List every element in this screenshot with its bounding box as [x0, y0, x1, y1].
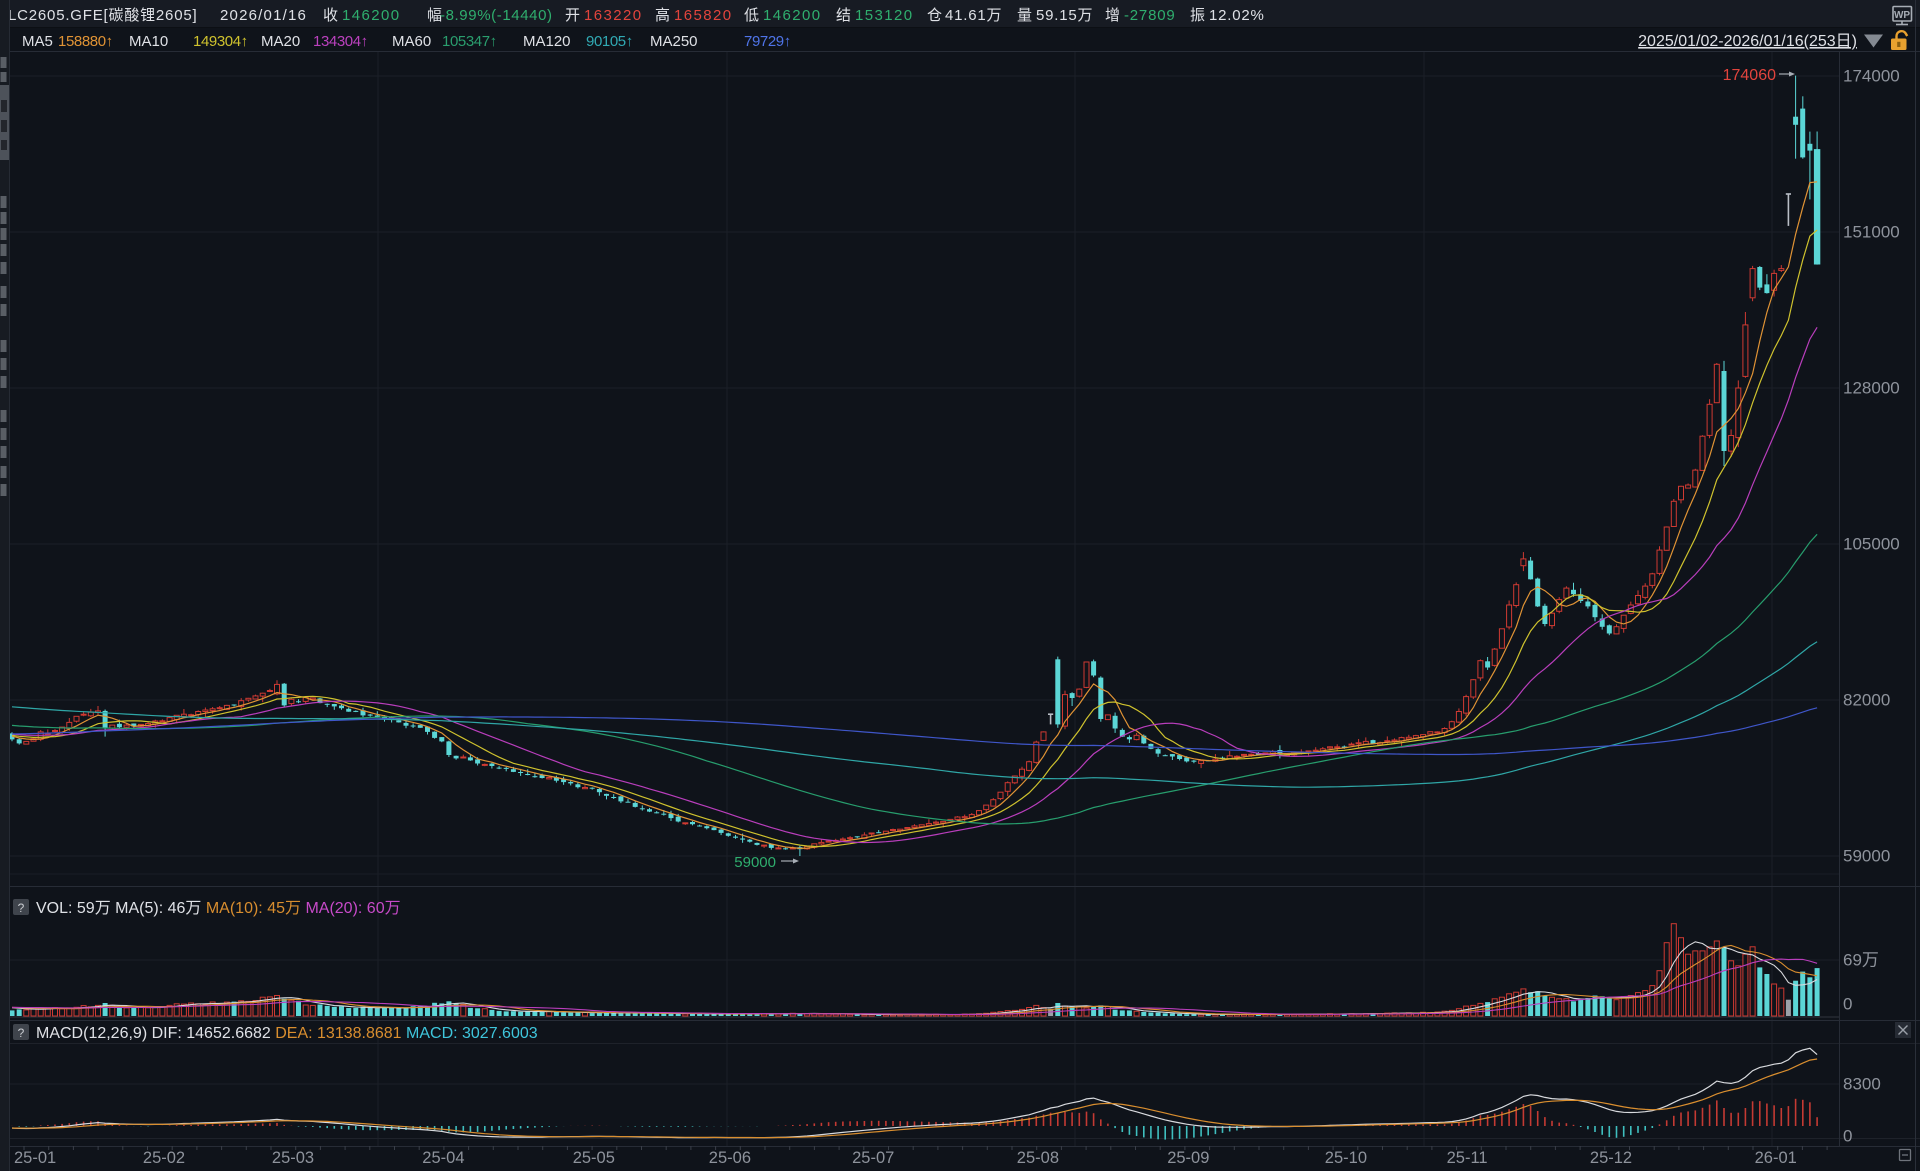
svg-text:量: 量: [1017, 7, 1032, 24]
svg-text:59000: 59000: [1843, 846, 1890, 865]
svg-text:低: 低: [744, 7, 759, 24]
svg-text:59.15万: 59.15万: [1036, 7, 1093, 24]
svg-text:LC2605.GFE[碳酸锂2605]: LC2605.GFE[碳酸锂2605]: [8, 7, 197, 24]
svg-text:163220: 163220: [584, 7, 642, 24]
svg-text:79729↑: 79729↑: [744, 33, 791, 50]
svg-text:?: ?: [18, 1026, 25, 1040]
svg-text:82000: 82000: [1843, 690, 1890, 709]
svg-text:41.61万: 41.61万: [945, 7, 1002, 24]
svg-text:-8.99%(-14440): -8.99%(-14440): [440, 7, 553, 24]
svg-text:105347↑: 105347↑: [442, 33, 497, 50]
svg-text:153120: 153120: [855, 7, 913, 24]
svg-text:174000: 174000: [1843, 66, 1900, 85]
svg-text:146200: 146200: [763, 7, 821, 24]
svg-text:WP: WP: [1894, 10, 1910, 21]
svg-text:0: 0: [1843, 1126, 1852, 1145]
svg-text:25-06: 25-06: [709, 1149, 751, 1167]
svg-text:增: 增: [1105, 7, 1120, 24]
svg-text:收: 收: [323, 7, 338, 24]
svg-text:25-11: 25-11: [1447, 1149, 1488, 1167]
svg-text:25-08: 25-08: [1017, 1149, 1059, 1167]
svg-text:25-07: 25-07: [852, 1149, 894, 1167]
svg-text:165820: 165820: [674, 7, 732, 24]
svg-text:26-01: 26-01: [1755, 1149, 1797, 1167]
svg-text:0: 0: [1843, 994, 1852, 1013]
svg-text:25-01: 25-01: [14, 1149, 56, 1167]
svg-text:高: 高: [655, 7, 670, 24]
svg-text:151000: 151000: [1843, 222, 1900, 241]
svg-text:VOL: 59万 MA(5): 46万 MA(10):: VOL: 59万 MA(5): 46万 MA(10): 45万 MA(20): …: [36, 900, 401, 917]
svg-text:69万: 69万: [1843, 950, 1879, 969]
svg-text:25-04: 25-04: [422, 1149, 464, 1167]
svg-text:MA10: MA10: [129, 33, 168, 50]
svg-text:174060: 174060: [1723, 67, 1776, 84]
svg-text:59000: 59000: [734, 854, 776, 871]
svg-text:2026/01/16: 2026/01/16: [220, 7, 307, 24]
svg-text:振: 振: [1190, 7, 1205, 24]
svg-text:2025/01/02-2026/01/16(253日): 2025/01/02-2026/01/16(253日): [1638, 33, 1857, 50]
svg-text:MA250: MA250: [650, 33, 698, 50]
svg-text:90105↑: 90105↑: [586, 33, 633, 50]
svg-text:仓: 仓: [927, 7, 942, 24]
svg-text:146200: 146200: [342, 7, 400, 24]
svg-text:25-03: 25-03: [272, 1149, 314, 1167]
svg-text:12.02%: 12.02%: [1209, 7, 1265, 24]
svg-text:MA120: MA120: [523, 33, 571, 50]
svg-text:?: ?: [18, 901, 25, 915]
svg-text:105000: 105000: [1843, 534, 1900, 553]
svg-text:幅: 幅: [427, 7, 442, 24]
svg-text:结: 结: [836, 7, 851, 24]
svg-text:149304↑: 149304↑: [193, 33, 248, 50]
svg-text:25-05: 25-05: [573, 1149, 615, 1167]
svg-text:134304↑: 134304↑: [313, 33, 368, 50]
svg-text:25-09: 25-09: [1167, 1149, 1209, 1167]
svg-text:开: 开: [565, 7, 580, 24]
svg-text:158880↑: 158880↑: [58, 33, 113, 50]
svg-text:MA5: MA5: [22, 33, 53, 50]
svg-text:-27809: -27809: [1124, 7, 1176, 24]
svg-text:MACD(12,26,9) DIF: 14652.6682: MACD(12,26,9) DIF: 14652.6682 DEA: 13138…: [36, 1025, 538, 1042]
svg-text:MA60: MA60: [392, 33, 431, 50]
svg-text:25-10: 25-10: [1325, 1149, 1367, 1167]
svg-text:25-02: 25-02: [143, 1149, 185, 1167]
svg-text:MA20: MA20: [261, 33, 300, 50]
svg-text:128000: 128000: [1843, 378, 1900, 397]
svg-text:25-12: 25-12: [1590, 1149, 1632, 1167]
svg-text:8300: 8300: [1843, 1074, 1881, 1093]
